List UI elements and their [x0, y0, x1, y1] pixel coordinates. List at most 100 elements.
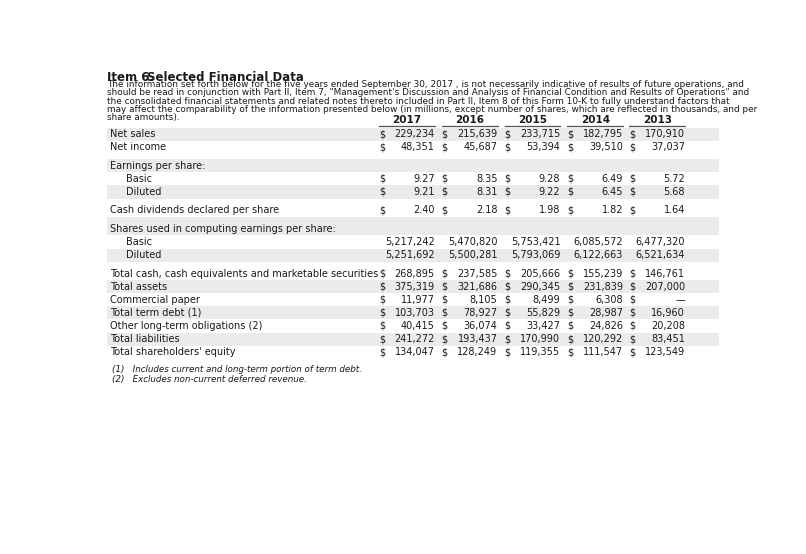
- Text: $: $: [442, 347, 448, 357]
- Text: 5,470,820: 5,470,820: [448, 237, 497, 247]
- Text: 78,927: 78,927: [463, 308, 497, 318]
- Text: 5.72: 5.72: [663, 174, 685, 184]
- Text: 37,037: 37,037: [651, 142, 685, 152]
- Text: $: $: [567, 347, 573, 357]
- Bar: [107, 280, 719, 293]
- Text: (1)   Includes current and long-term portion of term debt.: (1) Includes current and long-term porti…: [111, 365, 361, 374]
- Bar: [107, 186, 719, 198]
- Text: 8,105: 8,105: [470, 295, 497, 305]
- Text: Total cash, cash equivalents and marketable securities: Total cash, cash equivalents and marketa…: [110, 269, 378, 279]
- Text: 134,047: 134,047: [395, 347, 434, 357]
- Text: 170,990: 170,990: [521, 334, 560, 344]
- Bar: [107, 235, 719, 249]
- Text: $: $: [442, 187, 448, 197]
- Text: $: $: [442, 269, 448, 279]
- Text: $: $: [629, 295, 635, 305]
- Text: $: $: [379, 334, 385, 344]
- Text: $: $: [505, 308, 511, 318]
- Text: $: $: [567, 269, 573, 279]
- Text: $: $: [629, 347, 635, 357]
- Text: 1.82: 1.82: [601, 206, 623, 216]
- Text: 48,351: 48,351: [401, 142, 434, 152]
- Bar: [107, 306, 719, 320]
- Text: 8.31: 8.31: [476, 187, 497, 197]
- Bar: [107, 332, 719, 346]
- Text: $: $: [505, 347, 511, 357]
- Text: $: $: [379, 308, 385, 318]
- Text: $: $: [505, 334, 511, 344]
- Text: $: $: [379, 321, 385, 331]
- Text: Net sales: Net sales: [110, 129, 156, 139]
- Text: 119,355: 119,355: [520, 347, 560, 357]
- Text: $: $: [442, 174, 448, 184]
- Text: $: $: [567, 281, 573, 292]
- Text: 6.49: 6.49: [602, 174, 623, 184]
- Text: 6.45: 6.45: [601, 187, 623, 197]
- Text: (2)   Excludes non-current deferred revenue.: (2) Excludes non-current deferred revenu…: [111, 375, 306, 384]
- Text: 6,521,634: 6,521,634: [636, 250, 685, 260]
- Text: 83,451: 83,451: [651, 334, 685, 344]
- Text: $: $: [629, 269, 635, 279]
- Text: 5,753,421: 5,753,421: [511, 237, 560, 247]
- Text: 5,793,069: 5,793,069: [511, 250, 560, 260]
- Text: 45,687: 45,687: [463, 142, 497, 152]
- Text: 182,795: 182,795: [583, 129, 623, 139]
- Text: 36,074: 36,074: [463, 321, 497, 331]
- Text: 5,251,692: 5,251,692: [385, 250, 434, 260]
- Text: 6,308: 6,308: [596, 295, 623, 305]
- Text: 9.28: 9.28: [539, 174, 560, 184]
- Text: $: $: [505, 269, 511, 279]
- Text: 193,437: 193,437: [458, 334, 497, 344]
- Text: 268,895: 268,895: [395, 269, 434, 279]
- Text: 241,272: 241,272: [394, 334, 434, 344]
- Text: $: $: [567, 321, 573, 331]
- Text: $: $: [379, 187, 385, 197]
- Text: Other long-term obligations (2): Other long-term obligations (2): [110, 321, 263, 331]
- Text: 33,427: 33,427: [526, 321, 560, 331]
- Text: 28,987: 28,987: [589, 308, 623, 318]
- Text: $: $: [505, 142, 511, 152]
- Bar: [107, 217, 719, 222]
- Text: 2016: 2016: [455, 115, 484, 125]
- Bar: [107, 127, 719, 141]
- Text: 16,960: 16,960: [651, 308, 685, 318]
- Text: 215,639: 215,639: [458, 129, 497, 139]
- Text: $: $: [567, 295, 573, 305]
- Bar: [107, 141, 719, 154]
- Text: Total liabilities: Total liabilities: [110, 334, 180, 344]
- Text: Selected Financial Data: Selected Financial Data: [147, 71, 304, 84]
- Text: $: $: [442, 142, 448, 152]
- Text: 6,477,320: 6,477,320: [636, 237, 685, 247]
- Text: $: $: [629, 142, 635, 152]
- Text: Earnings per share:: Earnings per share:: [110, 161, 206, 171]
- Text: 1.98: 1.98: [539, 206, 560, 216]
- Text: —: —: [675, 295, 685, 305]
- Text: Cash dividends declared per share: Cash dividends declared per share: [110, 206, 279, 216]
- Text: 237,585: 237,585: [457, 269, 497, 279]
- Text: 146,761: 146,761: [645, 269, 685, 279]
- Text: the consolidated financial statements and related notes thereto included in Part: the consolidated financial statements an…: [107, 96, 729, 105]
- Text: 1.64: 1.64: [663, 206, 685, 216]
- Text: $: $: [379, 295, 385, 305]
- Text: 11,977: 11,977: [401, 295, 434, 305]
- Text: $: $: [505, 321, 511, 331]
- Text: 231,839: 231,839: [583, 281, 623, 292]
- Text: $: $: [442, 295, 448, 305]
- Text: share amounts).: share amounts).: [107, 112, 180, 122]
- Text: 9.21: 9.21: [413, 187, 434, 197]
- Text: 123,549: 123,549: [645, 347, 685, 357]
- Bar: [107, 293, 719, 306]
- Bar: [107, 320, 719, 332]
- Text: 205,666: 205,666: [520, 269, 560, 279]
- Text: 321,686: 321,686: [458, 281, 497, 292]
- Text: 111,547: 111,547: [583, 347, 623, 357]
- Text: $: $: [505, 295, 511, 305]
- Text: $: $: [505, 187, 511, 197]
- Text: 2013: 2013: [642, 115, 671, 125]
- Text: $: $: [629, 129, 635, 139]
- Text: 375,319: 375,319: [395, 281, 434, 292]
- Text: $: $: [567, 308, 573, 318]
- Text: $: $: [629, 334, 635, 344]
- Text: $: $: [442, 281, 448, 292]
- Text: $: $: [567, 206, 573, 216]
